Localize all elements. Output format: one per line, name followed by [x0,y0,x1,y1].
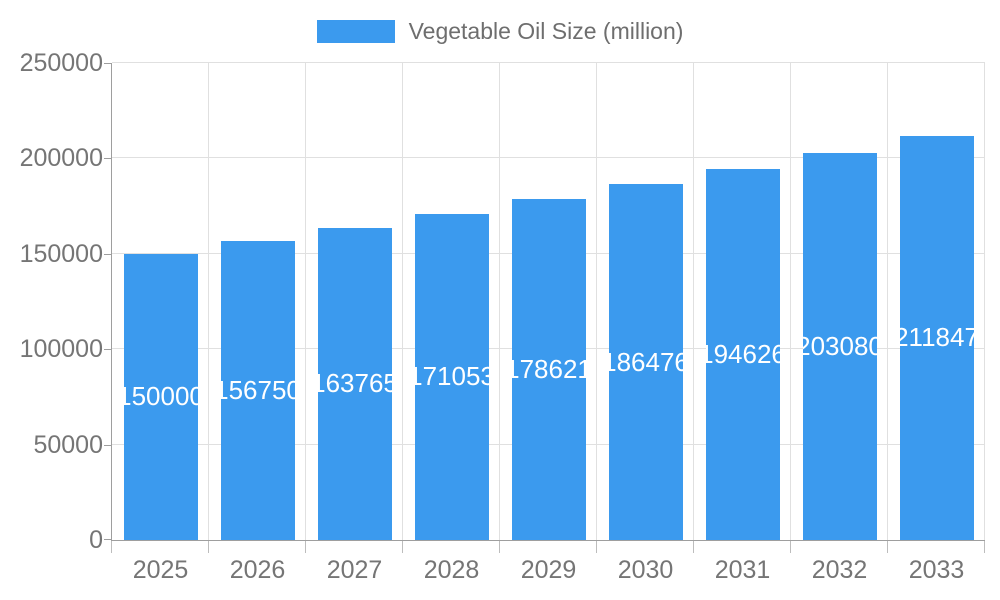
y-axis-tick-label: 0 [89,526,103,554]
y-axis-tick-label: 150000 [19,239,103,268]
bar-value-label: 194626 [705,338,780,369]
bar-value-label: 156750 [220,374,295,405]
x-axis-tick [887,541,888,553]
bar-2032[interactable]: 203080 [802,152,877,540]
v-gridline [984,63,985,540]
v-gridline [499,63,500,540]
bar-2030[interactable]: 186476 [608,184,683,540]
x-axis-tick-label: 2031 [714,556,771,584]
y-axis-tick [104,539,111,540]
bar-value-label: 171053 [414,361,489,392]
bar-2031[interactable]: 194626 [705,168,780,540]
v-gridline [693,63,694,540]
y-axis-tick [104,349,111,351]
y-axis-line [111,63,112,540]
legend-swatch [316,20,395,43]
h-gridline [112,157,985,159]
x-axis-line [111,540,985,541]
y-axis-tick-label: 50000 [33,430,103,459]
x-axis-tick [208,541,209,553]
plot-area: 150000 156750 163765 171053 178621 186476 1946… [104,62,985,553]
legend-label: Vegetable Oil Size (million) [408,18,684,44]
bar-value-label: 150000 [123,381,198,412]
bar-value-label: 203080 [802,330,877,361]
v-gridline [402,63,403,540]
x-axis-tick [790,541,791,553]
v-gridline [790,63,791,540]
y-axis-tick [104,444,111,446]
x-axis-tick-label: 2033 [908,556,965,584]
x-axis-tick-label: 2027 [326,556,383,584]
x-axis-tick-label: 2025 [132,556,189,584]
bar-value-label: 211847 [899,322,974,353]
x-axis-tick-label: 2032 [811,556,868,584]
x-axis-tick [305,541,306,553]
x-axis-tick [984,541,985,553]
bar-2026[interactable]: 156750 [220,240,295,540]
x-axis-tick [111,541,112,553]
y-axis-tick-label: 200000 [19,144,103,173]
bar-2027[interactable]: 163765 [317,227,392,540]
bar-2028[interactable]: 171053 [414,213,489,540]
y-axis-tick [104,158,111,160]
v-gridline [887,63,888,540]
x-axis-tick [499,541,500,553]
v-gridline [208,63,209,540]
bar-value-label: 163765 [317,368,392,399]
legend[interactable]: Vegetable Oil Size (million) [0,18,1000,45]
x-axis-tick-label: 2030 [617,556,674,584]
y-axis-tick [104,253,111,255]
x-axis-tick [596,541,597,553]
bar-value-label: 178621 [511,354,586,385]
bar-2029[interactable]: 178621 [511,199,586,540]
x-axis-tick-label: 2028 [423,556,480,584]
x-axis-tick-label: 2029 [520,556,577,584]
bar-2025[interactable]: 150000 [123,253,198,540]
x-axis-tick [402,541,403,553]
x-axis-tick [693,541,694,553]
v-gridline [596,63,597,540]
v-gridline [305,63,306,540]
y-axis-tick-label: 100000 [19,335,103,364]
y-axis-tick [104,63,111,64]
y-axis-tick-label: 250000 [19,49,103,77]
x-axis-tick-label: 2026 [229,556,286,584]
bar-2033[interactable]: 211847 [899,135,974,540]
bar-value-label: 186476 [608,346,683,377]
h-gridline [112,62,985,63]
